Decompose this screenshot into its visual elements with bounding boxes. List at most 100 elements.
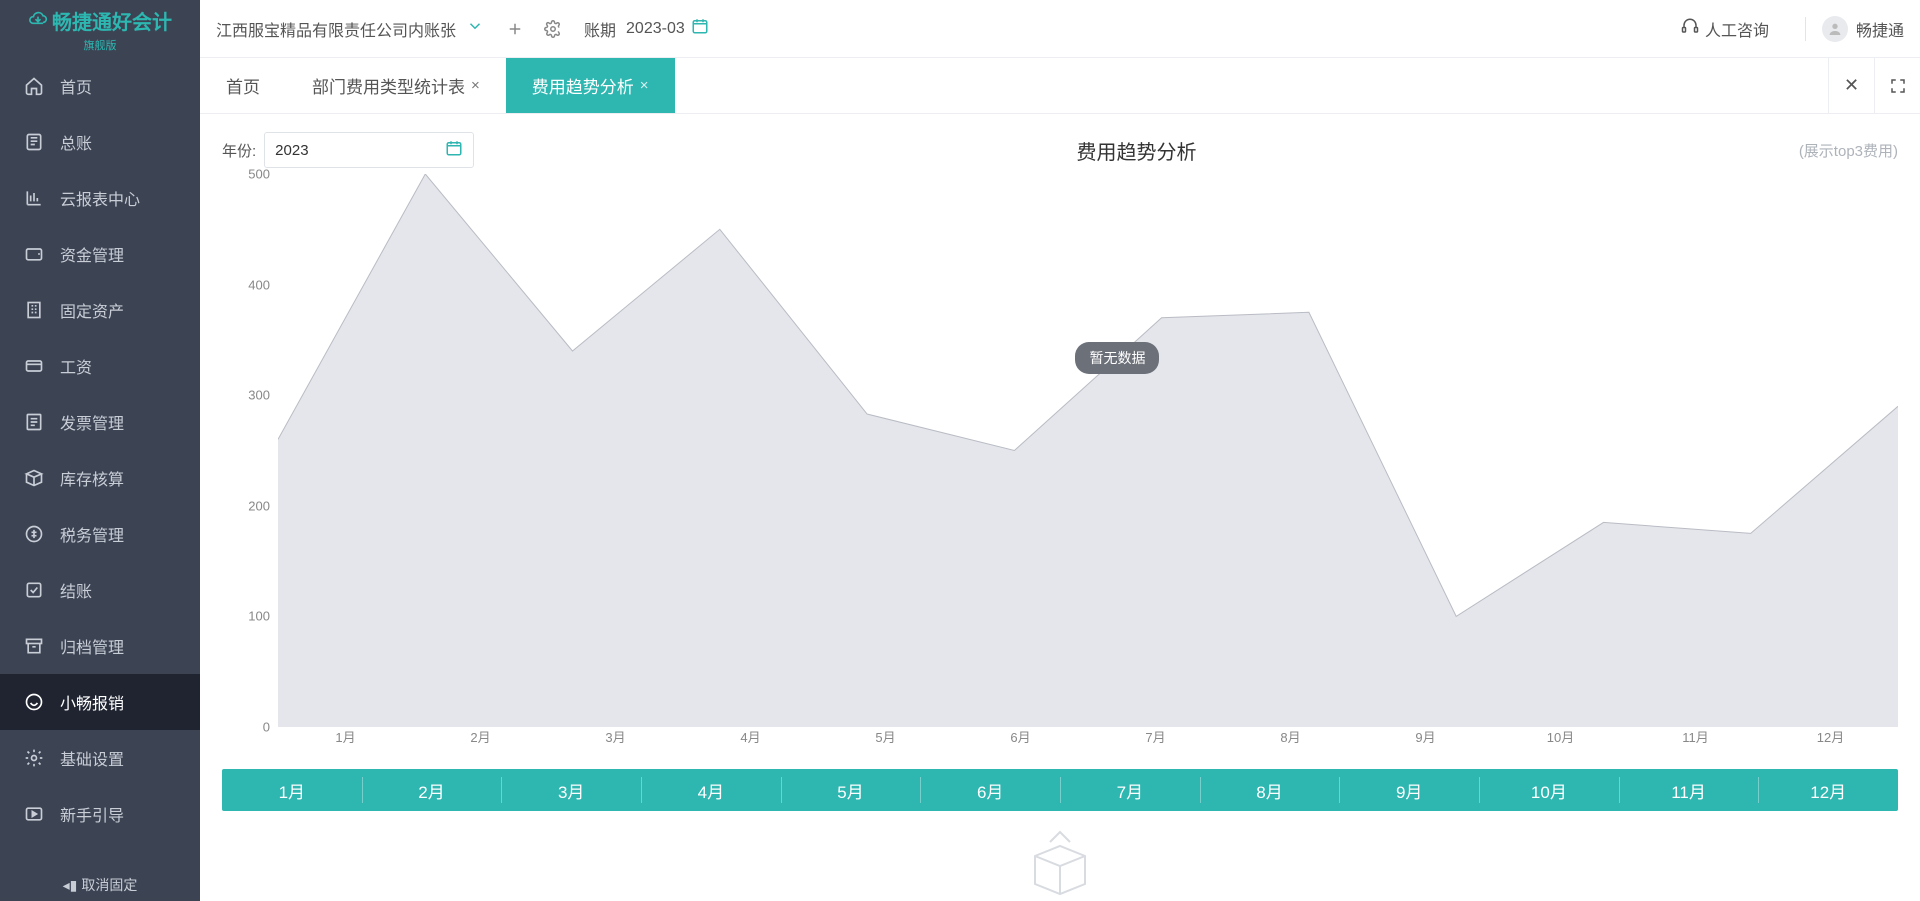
tab-label: 部门费用类型统计表 — [312, 73, 465, 98]
sidebar-item-home[interactable]: 首页 — [0, 58, 200, 114]
sidebar-item-close[interactable]: 结账 — [0, 562, 200, 618]
sidebar-item-asset[interactable]: 固定资产 — [0, 282, 200, 338]
cloud-logo-icon — [28, 10, 48, 30]
wallet-icon — [24, 244, 44, 264]
calendar-icon — [445, 139, 463, 161]
sidebar-item-label: 结账 — [60, 578, 92, 602]
sidebar-nav: 首页总账云报表中心资金管理固定资产工资发票管理库存核算税务管理结账归档管理小畅报… — [0, 58, 200, 869]
month-cell[interactable]: 10月 — [1479, 769, 1619, 811]
user-name: 畅捷通 — [1856, 17, 1904, 41]
gear-icon — [24, 748, 44, 768]
help-support[interactable]: 人工咨询 — [1681, 17, 1769, 41]
month-cell[interactable]: 7月 — [1060, 769, 1200, 811]
sidebar-item-tax[interactable]: 税务管理 — [0, 506, 200, 562]
tab-close[interactable]: × — [471, 77, 480, 94]
x-tick: 9月 — [1358, 727, 1493, 755]
period-picker[interactable] — [691, 17, 709, 40]
company-name: 江西服宝精品有限责任公司内账张 — [216, 17, 456, 41]
sidebar-item-archive[interactable]: 归档管理 — [0, 618, 200, 674]
y-tick: 100 — [248, 609, 270, 624]
month-cell[interactable]: 9月 — [1339, 769, 1479, 811]
year-picker[interactable]: 2023 — [264, 132, 474, 168]
chart-title: 费用趋势分析 — [474, 136, 1799, 165]
settings-gear-button[interactable] — [544, 20, 562, 38]
sidebar-item-guide[interactable]: 新手引导 — [0, 786, 200, 842]
user-menu[interactable]: 畅捷通 — [1822, 16, 1904, 42]
coin-icon — [24, 524, 44, 544]
help-label: 人工咨询 — [1705, 17, 1769, 41]
sidebar-item-label: 新手引导 — [60, 802, 124, 826]
sidebar-item-label: 归档管理 — [60, 634, 124, 658]
tab-t1[interactable]: 部门费用类型统计表 × — [286, 58, 506, 113]
sidebar-item-label: 总账 — [60, 130, 92, 154]
month-cell[interactable]: 2月 — [362, 769, 502, 811]
check-icon — [24, 580, 44, 600]
close-tab-button[interactable]: ✕ — [1828, 58, 1874, 113]
tab-label: 费用趋势分析 — [532, 73, 634, 98]
sidebar-item-stock[interactable]: 库存核算 — [0, 450, 200, 506]
tab-t0[interactable]: 首页 — [200, 58, 286, 113]
chart: 0100200300400500 暂无数据 — [222, 174, 1898, 727]
x-tick: 11月 — [1628, 727, 1763, 755]
month-cell[interactable]: 5月 — [781, 769, 921, 811]
period-label: 账期 — [584, 17, 616, 41]
tab-label: 首页 — [226, 73, 260, 98]
sidebar-item-reports[interactable]: 云报表中心 — [0, 170, 200, 226]
month-cell[interactable]: 3月 — [501, 769, 641, 811]
pin-toggle[interactable]: ◂▮ 取消固定 — [0, 869, 200, 901]
brand-name: 畅捷通好会计 — [52, 6, 172, 35]
collapse-icon: ◂▮ — [63, 877, 78, 894]
x-tick: 1月 — [278, 727, 413, 755]
sidebar-item-salary[interactable]: 工资 — [0, 338, 200, 394]
month-cell[interactable]: 6月 — [920, 769, 1060, 811]
sidebar-item-fund[interactable]: 资金管理 — [0, 226, 200, 282]
y-axis: 0100200300400500 — [222, 174, 278, 727]
month-selector-bar: 1月2月3月4月5月6月7月8月9月10月11月12月 — [222, 769, 1898, 811]
add-button[interactable] — [506, 20, 524, 38]
month-cell[interactable]: 8月 — [1200, 769, 1340, 811]
sidebar-item-label: 库存核算 — [60, 466, 124, 490]
receipt-icon — [24, 412, 44, 432]
sidebar-item-xcbx[interactable]: 小畅报销 — [0, 674, 200, 730]
x-tick: 4月 — [683, 727, 818, 755]
avatar — [1822, 16, 1848, 42]
y-tick: 200 — [248, 498, 270, 513]
empty-state — [222, 821, 1898, 901]
x-tick: 10月 — [1493, 727, 1628, 755]
sidebar-item-ledger[interactable]: 总账 — [0, 114, 200, 170]
y-tick: 500 — [248, 167, 270, 182]
sidebar-item-invoice[interactable]: 发票管理 — [0, 394, 200, 450]
sidebar-item-label: 税务管理 — [60, 522, 124, 546]
month-cell[interactable]: 11月 — [1619, 769, 1759, 811]
home-icon — [24, 76, 44, 96]
expense-icon — [24, 692, 44, 712]
x-tick: 5月 — [818, 727, 953, 755]
month-cell[interactable]: 12月 — [1758, 769, 1898, 811]
sidebar-item-label: 资金管理 — [60, 242, 124, 266]
tab-close[interactable]: × — [640, 77, 649, 94]
x-tick: 3月 — [548, 727, 683, 755]
year-value: 2023 — [275, 142, 445, 159]
x-tick: 12月 — [1763, 727, 1898, 755]
brand-edition: 旗舰版 — [84, 37, 117, 53]
box-icon — [24, 468, 44, 488]
sidebar-item-setting[interactable]: 基础设置 — [0, 730, 200, 786]
sidebar-item-label: 小畅报销 — [60, 690, 124, 714]
chart-note: (展示top3费用) — [1799, 140, 1898, 161]
sidebar-item-label: 基础设置 — [60, 746, 124, 770]
tab-t2[interactable]: 费用趋势分析 × — [506, 58, 675, 113]
company-dropdown[interactable] — [466, 17, 484, 40]
month-cell[interactable]: 4月 — [641, 769, 781, 811]
brand-logo: 畅捷通好会计 旗舰版 — [0, 0, 200, 58]
page-content: 年份: 2023 费用趋势分析 (展示top3费用) 0100200300400… — [200, 114, 1920, 901]
month-cell[interactable]: 1月 — [222, 769, 362, 811]
y-tick: 400 — [248, 277, 270, 292]
tab-bar: 首页 部门费用类型统计表 × 费用趋势分析 × ✕ — [200, 58, 1920, 114]
fullscreen-button[interactable] — [1874, 58, 1920, 113]
y-tick: 0 — [263, 720, 270, 735]
x-tick: 6月 — [953, 727, 1088, 755]
y-tick: 300 — [248, 388, 270, 403]
x-axis: 1月2月3月4月5月6月7月8月9月10月11月12月 — [222, 727, 1898, 755]
x-tick: 2月 — [413, 727, 548, 755]
sidebar-item-label: 发票管理 — [60, 410, 124, 434]
